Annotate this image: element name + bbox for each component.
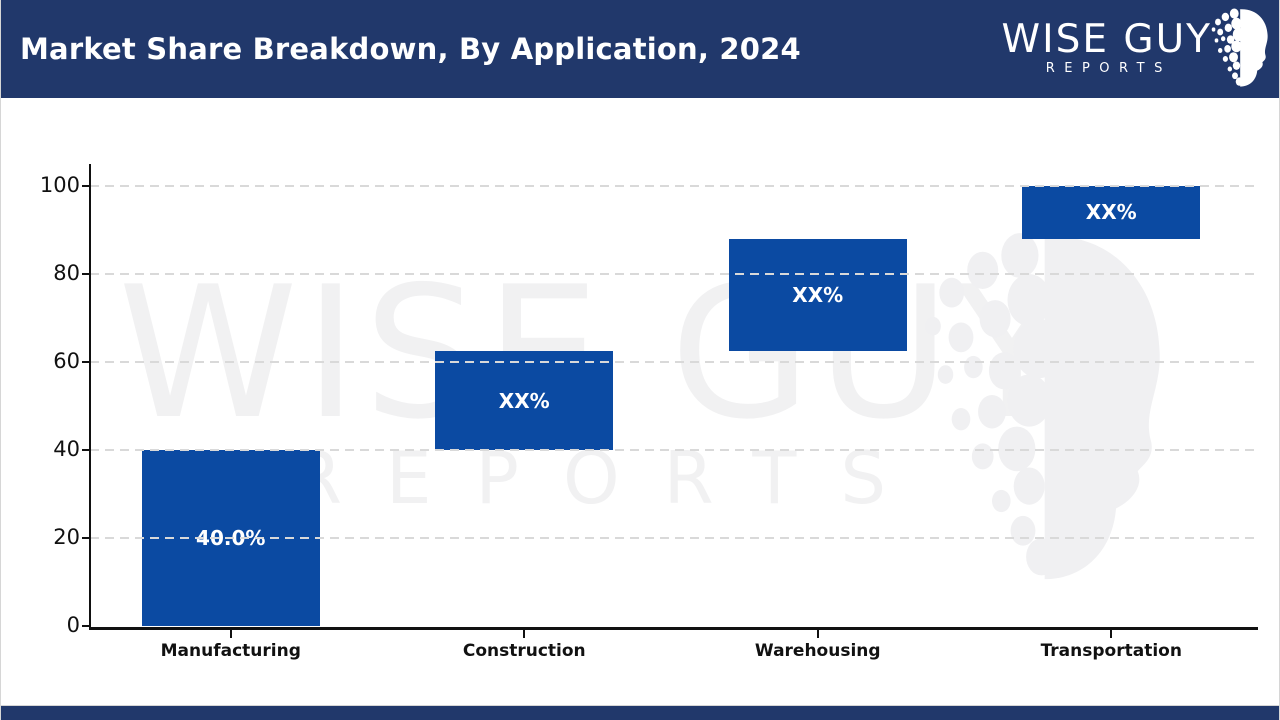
gridline-100	[90, 185, 1258, 187]
y-tick-label: 20	[53, 525, 80, 549]
x-axis-label-manufacturing: Manufacturing	[160, 641, 301, 661]
brand-logo-text: WISE GUY REPORTS	[1001, 16, 1212, 77]
y-tick-label: 40	[53, 437, 80, 461]
bar-value-label: XX%	[1085, 200, 1137, 225]
x-tick-mark	[1110, 630, 1113, 638]
y-tick-label: 0	[66, 613, 80, 637]
bar-value-label: XX%	[792, 282, 844, 307]
watermark-text-line2: REPORTS	[292, 436, 931, 520]
header-bar: Market Share Breakdown, By Application, …	[0, 0, 1280, 98]
bar-value-label: XX%	[498, 388, 550, 413]
y-tick-label: 80	[53, 261, 80, 285]
x-axis-spine	[90, 627, 1258, 630]
gridline-20	[90, 537, 1258, 539]
bar-construction: XX%	[435, 351, 614, 450]
y-tick-mark	[82, 273, 90, 275]
brand-logo: WISE GUY REPORTS	[1002, 6, 1272, 90]
gridline-80	[90, 273, 1258, 275]
y-tick-mark	[82, 361, 90, 363]
y-tick-mark	[82, 449, 90, 451]
gridline-40	[90, 449, 1258, 451]
y-tick-label: 100	[39, 173, 80, 197]
bar-transportation: XX%	[1022, 186, 1201, 239]
brand-subname: REPORTS	[1045, 61, 1172, 77]
bar-warehousing: XX%	[728, 238, 907, 351]
brand-name: WISE GUY	[1001, 16, 1212, 62]
chart-title: Market Share Breakdown, By Application, …	[20, 32, 801, 66]
brand-head-icon	[1211, 8, 1268, 87]
gridline-60	[90, 361, 1258, 363]
x-tick-mark	[816, 630, 819, 638]
x-axis-label-construction: Construction	[462, 641, 586, 661]
y-tick-mark	[82, 625, 90, 627]
y-tick-mark	[82, 185, 90, 187]
y-axis-spine	[89, 164, 91, 630]
y-tick-label: 60	[53, 349, 80, 373]
x-axis-label-transportation: Transportation	[1040, 641, 1182, 661]
footer-bar	[0, 705, 1280, 720]
x-axis-label-warehousing: Warehousing	[754, 641, 881, 661]
x-tick-mark	[523, 630, 526, 638]
x-tick-mark	[229, 630, 232, 638]
y-tick-mark	[82, 537, 90, 539]
